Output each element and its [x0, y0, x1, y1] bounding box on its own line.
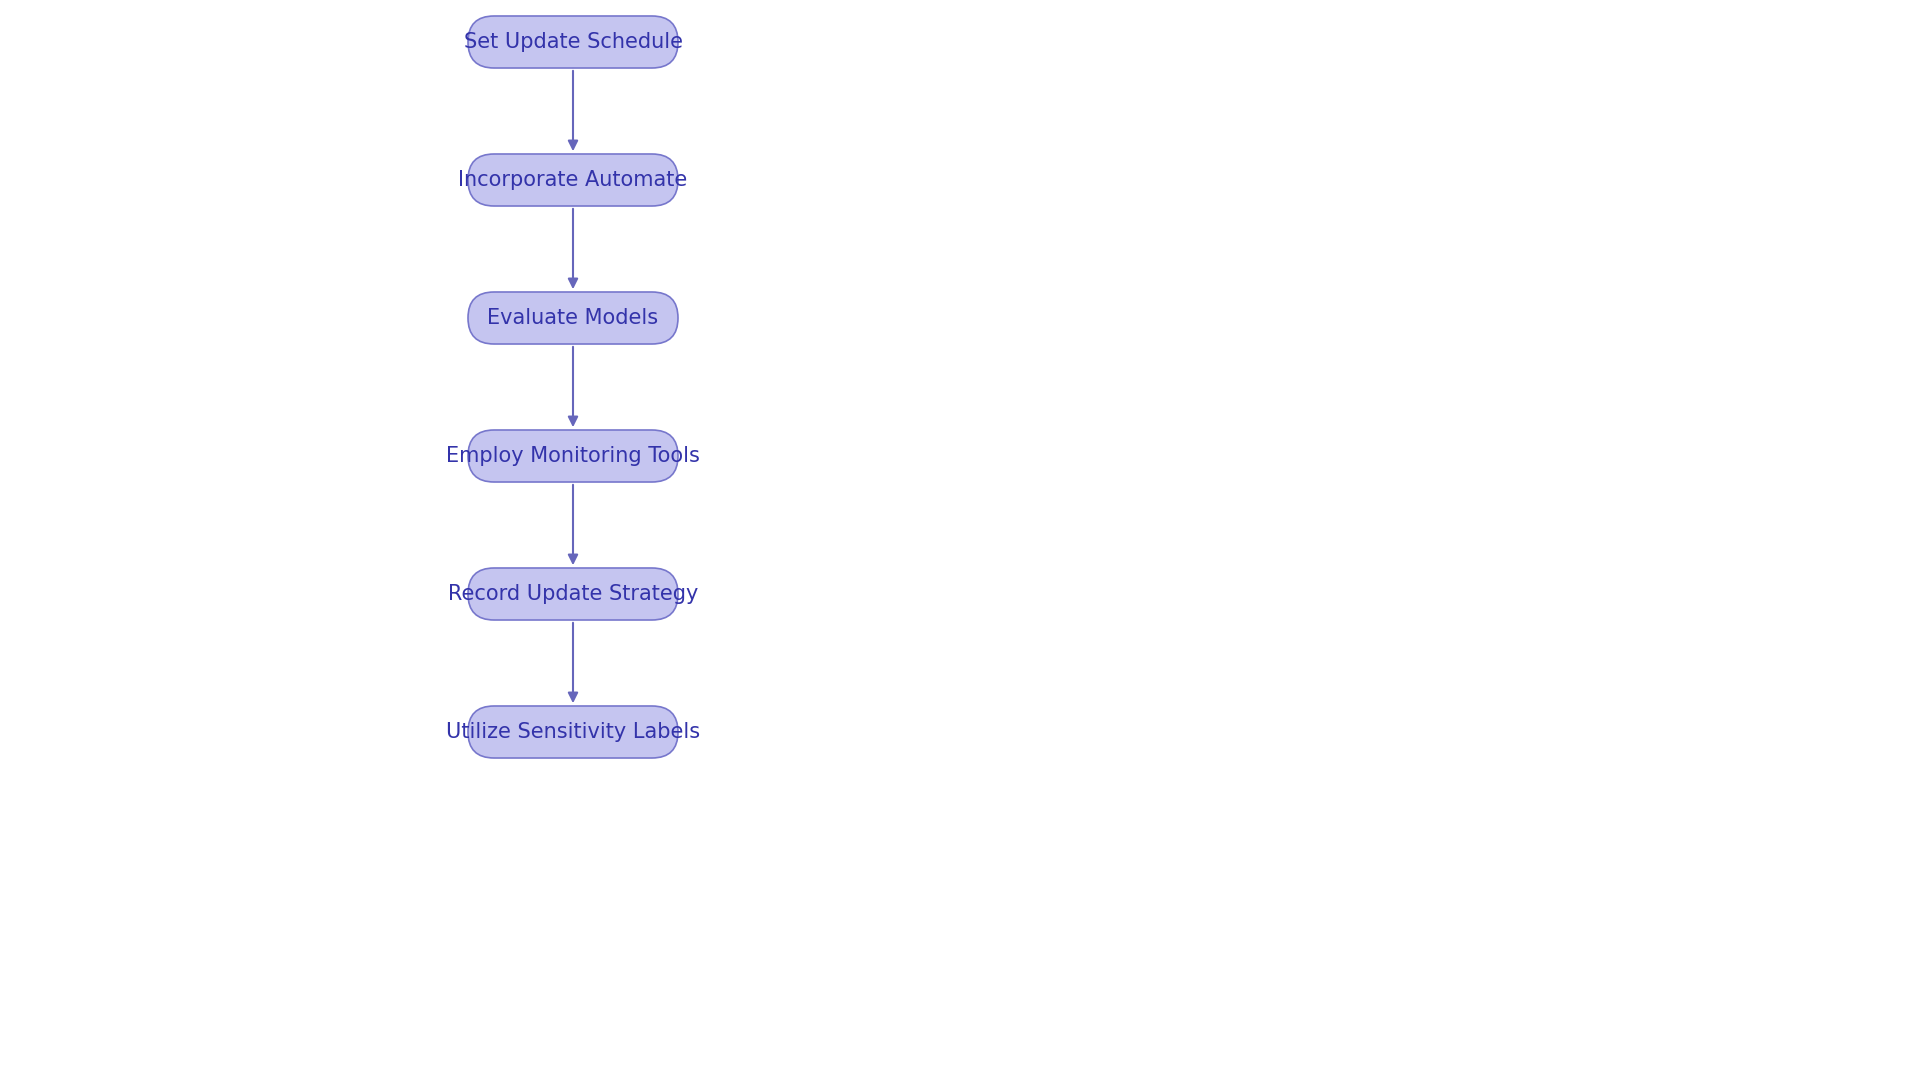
FancyBboxPatch shape [468, 292, 678, 344]
FancyBboxPatch shape [468, 430, 678, 482]
Text: Incorporate Automate: Incorporate Automate [459, 170, 687, 190]
FancyBboxPatch shape [468, 154, 678, 206]
Text: Employ Monitoring Tools: Employ Monitoring Tools [445, 446, 701, 466]
FancyBboxPatch shape [468, 706, 678, 758]
FancyBboxPatch shape [468, 16, 678, 68]
FancyBboxPatch shape [468, 567, 678, 619]
Text: Utilize Sensitivity Labels: Utilize Sensitivity Labels [445, 722, 701, 742]
Text: Evaluate Models: Evaluate Models [488, 308, 659, 328]
Text: Set Update Schedule: Set Update Schedule [463, 32, 682, 52]
Text: Record Update Strategy: Record Update Strategy [447, 584, 699, 604]
